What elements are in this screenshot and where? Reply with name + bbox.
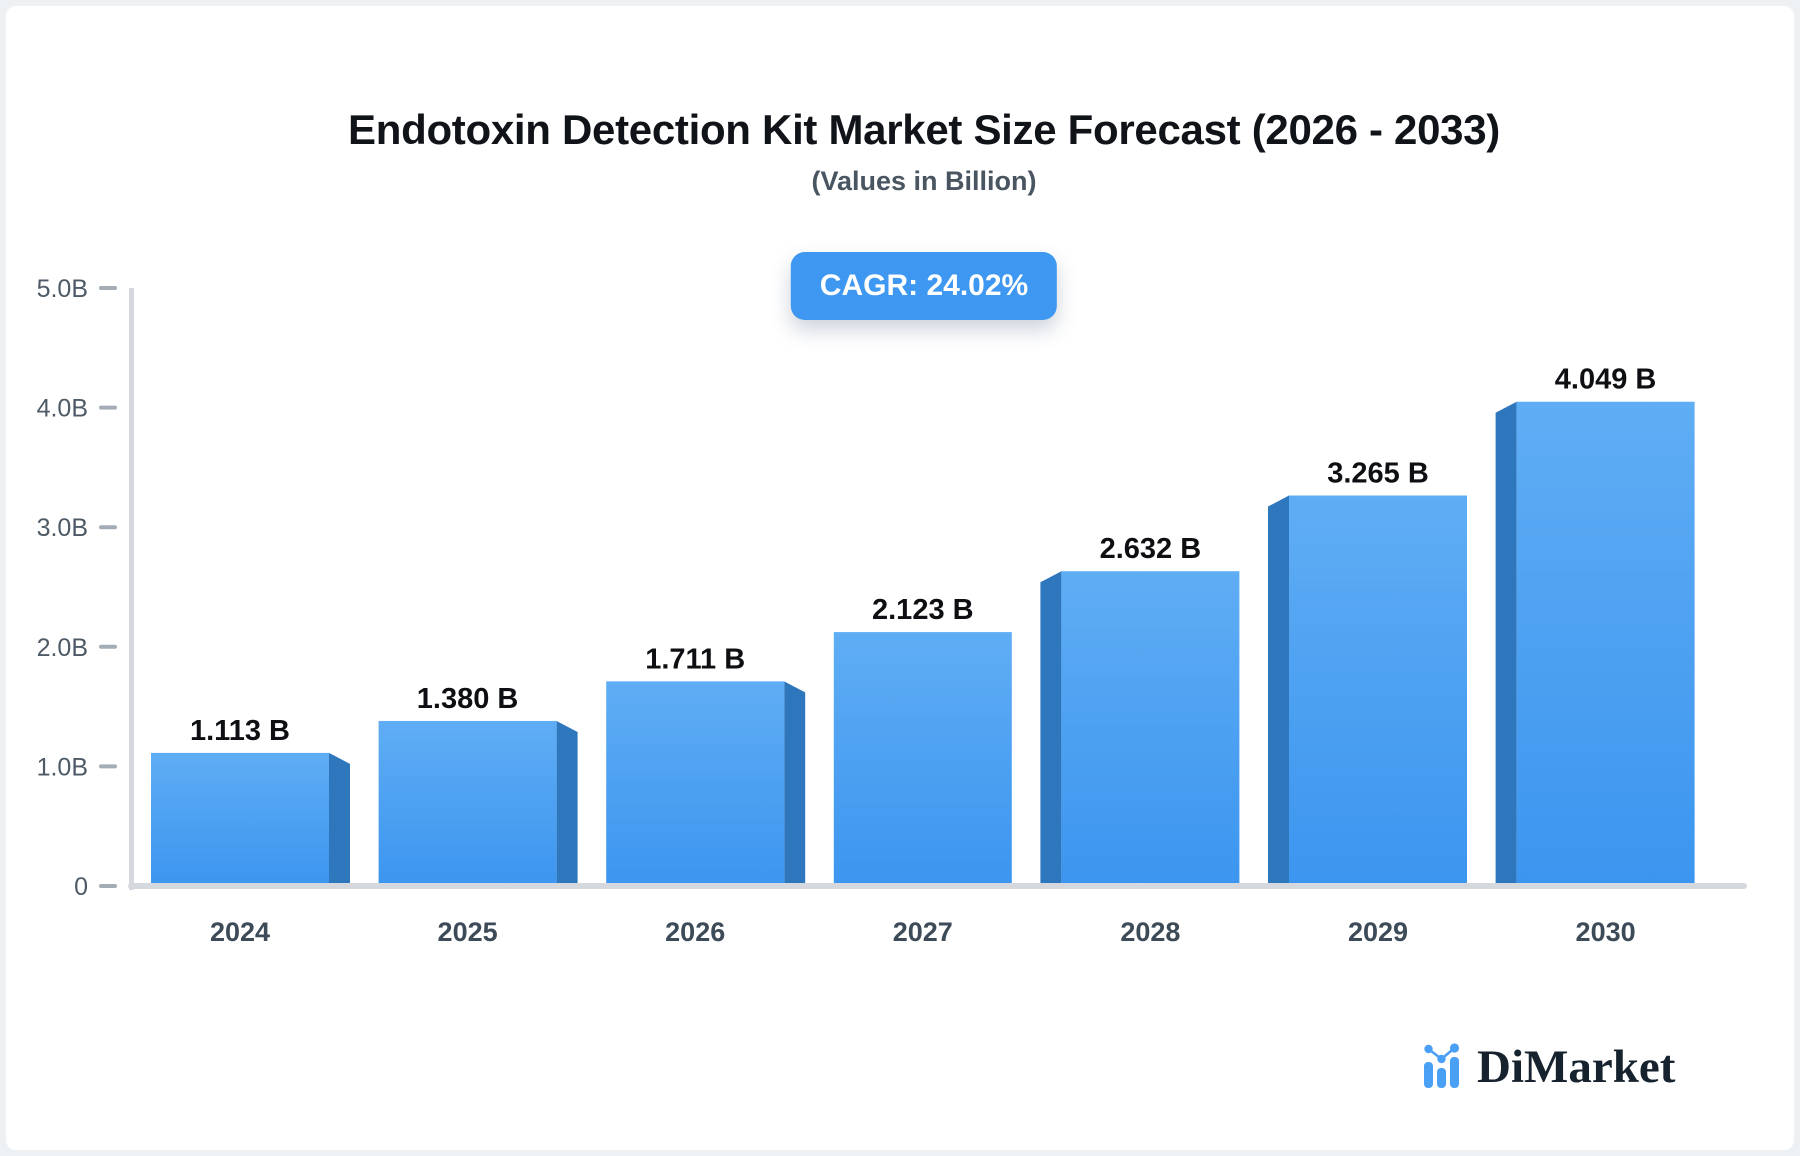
y-axis-line	[129, 288, 134, 890]
x-axis-baseline	[128, 883, 1747, 889]
y-tick-4.0B	[99, 405, 117, 410]
x-tick-label-2029: 2029	[1348, 917, 1408, 947]
bar-2024	[151, 752, 329, 886]
bar-line-chart-icon	[1424, 1043, 1460, 1088]
value-label-2025: 1.380 B	[417, 683, 519, 715]
x-tick-label-2030: 2030	[1576, 917, 1636, 947]
x-tick-label-2027: 2027	[893, 917, 953, 947]
value-label-2028: 2.632 B	[1100, 533, 1202, 565]
x-tick-label-2025: 2025	[438, 917, 498, 947]
y-tick-label-5.0B: 5.0B	[37, 275, 88, 303]
x-tick-label-2026: 2026	[665, 917, 725, 947]
bar-2026	[606, 681, 785, 886]
value-label-2024: 1.113 B	[190, 715, 290, 747]
bar-2028	[1061, 571, 1240, 886]
value-label-2030: 4.049 B	[1555, 364, 1657, 396]
y-tick-label-2.0B: 2.0B	[37, 634, 88, 662]
bar-side-2024	[329, 752, 350, 886]
y-tick-1.0B	[99, 764, 117, 769]
cagr-badge: CAGR: 24.02%	[790, 252, 1058, 320]
y-tick-2.0B	[99, 644, 117, 649]
y-tick-3.0B	[99, 525, 117, 530]
brand-logo: DiMarket	[1424, 1038, 1676, 1093]
chart-title: Endotoxin Detection Kit Market Size Fore…	[348, 106, 1500, 153]
y-tick-0	[99, 884, 117, 888]
value-label-2027: 2.123 B	[872, 594, 974, 626]
bar-2027	[833, 632, 1012, 886]
brand-name: DiMarket	[1477, 1041, 1676, 1093]
y-tick-5.0B	[99, 286, 117, 290]
x-tick-label-2024: 2024	[210, 917, 270, 947]
bar-side-2025	[556, 720, 578, 886]
value-label-2026: 1.711 B	[645, 643, 745, 675]
y-tick-label-3.0B: 3.0B	[37, 514, 88, 542]
x-tick-label-2028: 2028	[1120, 917, 1180, 947]
y-tick-label-4.0B: 4.0B	[37, 395, 88, 423]
bar-side-2026	[784, 681, 806, 886]
bar-2030	[1516, 401, 1695, 886]
y-tick-label-0: 0	[74, 873, 88, 901]
bar-side-2029	[1268, 495, 1289, 886]
bar-side-2028	[1040, 571, 1062, 886]
y-tick-label-1.0B: 1.0B	[37, 753, 88, 781]
chart-subtitle: (Values in Billion)	[811, 166, 1037, 196]
bar-2025	[378, 720, 557, 886]
value-label-2029: 3.265 B	[1327, 458, 1429, 490]
bar-2029	[1289, 495, 1467, 886]
bar-side-2030	[1495, 401, 1517, 886]
